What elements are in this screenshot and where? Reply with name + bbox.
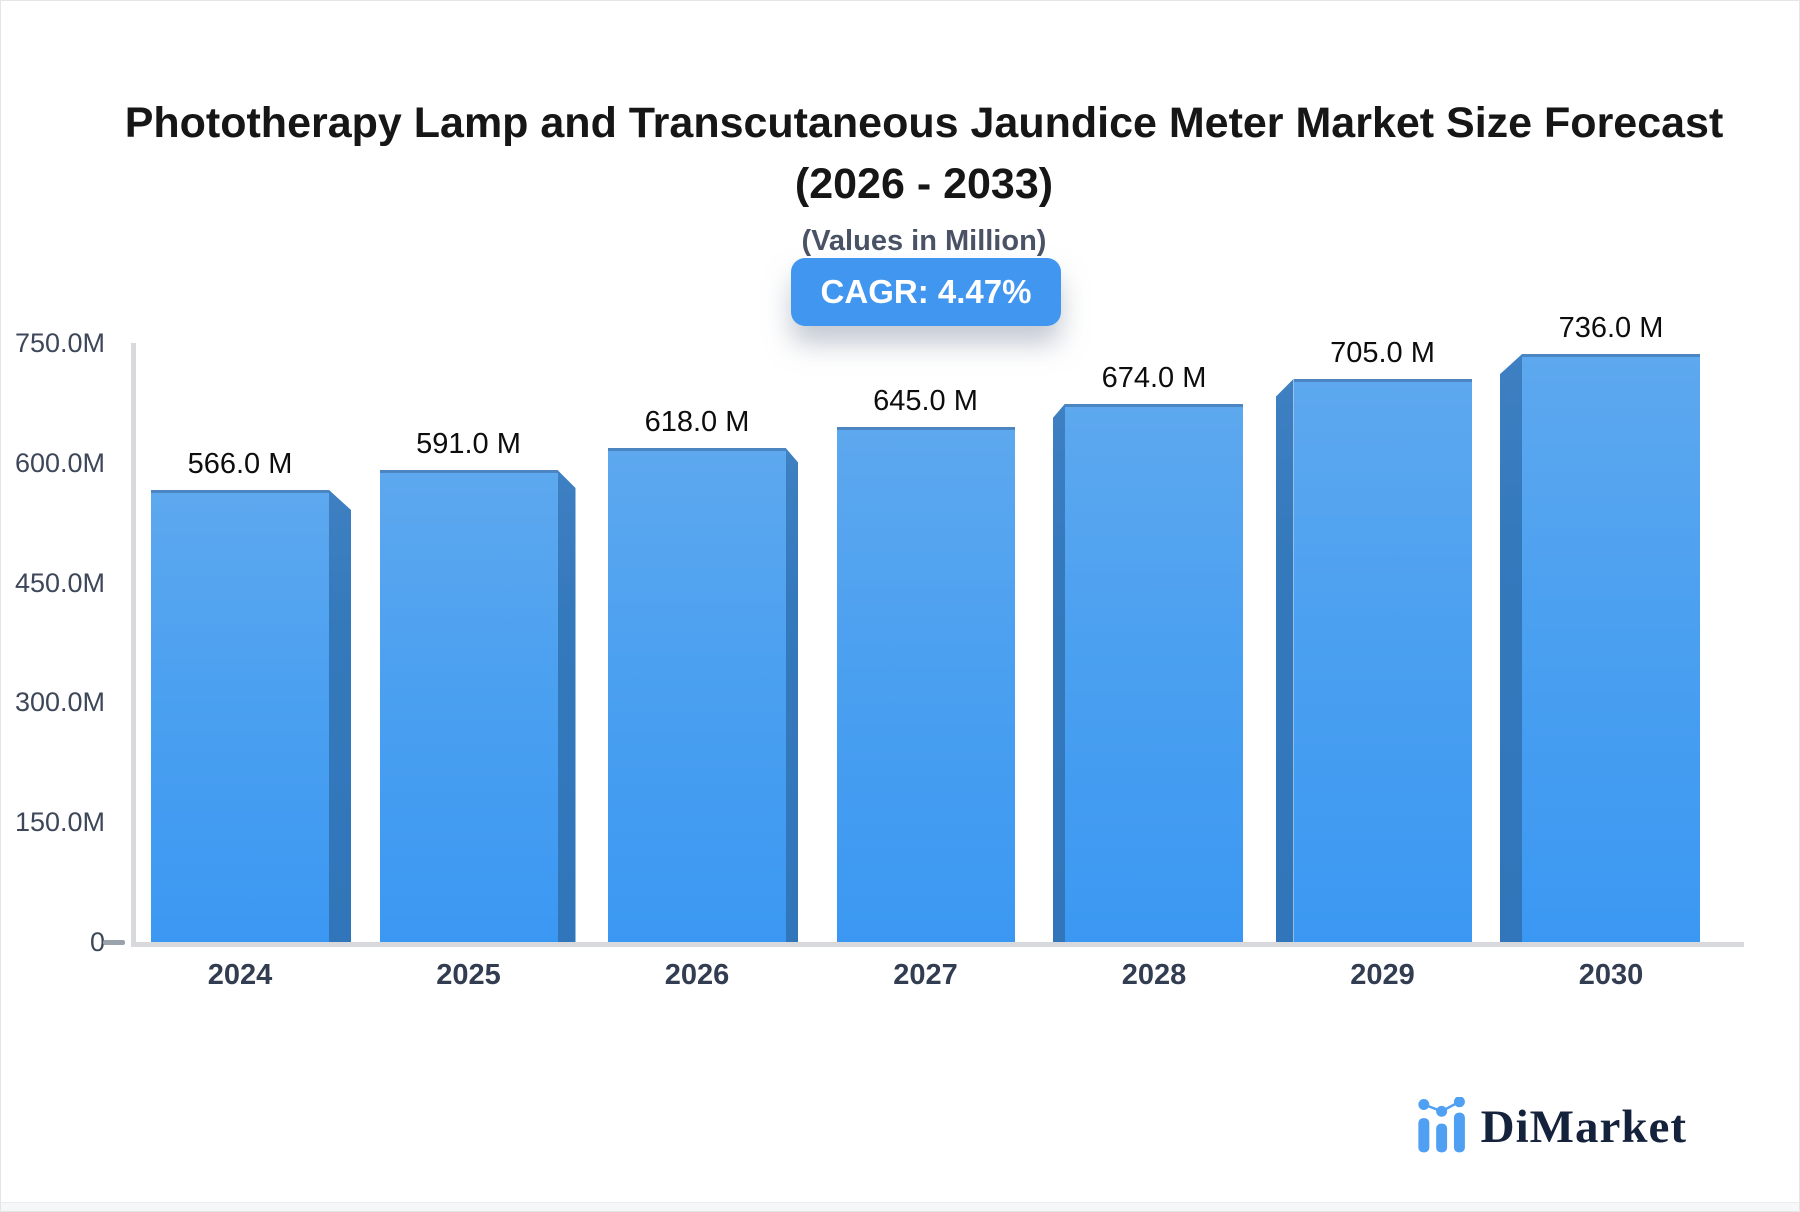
brand-name: DiMarket	[1480, 1101, 1687, 1153]
y-axis-label: 600.0M	[14, 447, 105, 478]
bar	[836, 426, 1015, 942]
y-axis-label: 750.0M	[14, 328, 105, 358]
bar-value-label: 618.0 M	[644, 406, 750, 439]
bar-3d-side-face	[1500, 354, 1522, 942]
bar-3d-side-face	[1053, 403, 1065, 942]
x-axis-label: 2027	[893, 959, 958, 991]
bar-value-label: 591.0 M	[416, 427, 521, 460]
bar-value-label: 736.0 M	[1558, 312, 1664, 345]
x-axis-label: 2028	[1121, 959, 1187, 991]
bar	[1293, 378, 1472, 942]
x-axis-line	[131, 942, 1744, 947]
chart-title-line2: (2026 - 2033)	[794, 160, 1054, 208]
bar-value-label: 674.0 M	[1101, 361, 1207, 394]
x-axis-label: 2030	[1578, 959, 1644, 991]
bar	[608, 448, 786, 942]
footer-strip	[1, 1202, 1799, 1211]
chart-subtitle: (Values in Million)	[801, 225, 1047, 257]
bar-3d-side-face	[329, 489, 351, 942]
bar-value-label: 645.0 M	[873, 384, 978, 417]
brand-logo: DiMarket	[1417, 1093, 1687, 1153]
bar-value-label: 566.0 M	[187, 447, 293, 480]
chart-title-line1: Phototherapy Lamp and Transcutaneous Jau…	[124, 99, 1724, 147]
zero-tick-mark	[103, 940, 125, 945]
bar-3d-side-face	[557, 469, 576, 942]
chart-title: Phototherapy Lamp and Transcutaneous Jau…	[1, 93, 1799, 215]
y-axis-label: 300.0M	[14, 687, 105, 718]
bar-line-chart-icon	[1417, 1097, 1465, 1153]
y-axis-label: 450.0M	[14, 567, 105, 598]
y-axis-line	[131, 343, 136, 947]
cagr-badge-label: CAGR: 4.47%	[820, 273, 1032, 310]
bar-3d-side-face	[1275, 378, 1294, 942]
bar	[1065, 403, 1243, 942]
y-axis-label: 150.0M	[14, 807, 105, 838]
bar	[379, 469, 558, 942]
x-axis-label: 2029	[1350, 959, 1415, 991]
cagr-badge: CAGR: 4.47%	[791, 258, 1061, 326]
y-axis-label: 0	[89, 927, 105, 957]
bar	[1522, 354, 1700, 942]
x-axis-label: 2024	[207, 959, 273, 991]
x-axis-label: 2026	[664, 959, 730, 991]
bar	[151, 489, 329, 942]
bar-value-label: 705.0 M	[1330, 336, 1435, 369]
x-axis-label: 2025	[436, 959, 501, 991]
bar-3d-side-face	[786, 448, 798, 942]
